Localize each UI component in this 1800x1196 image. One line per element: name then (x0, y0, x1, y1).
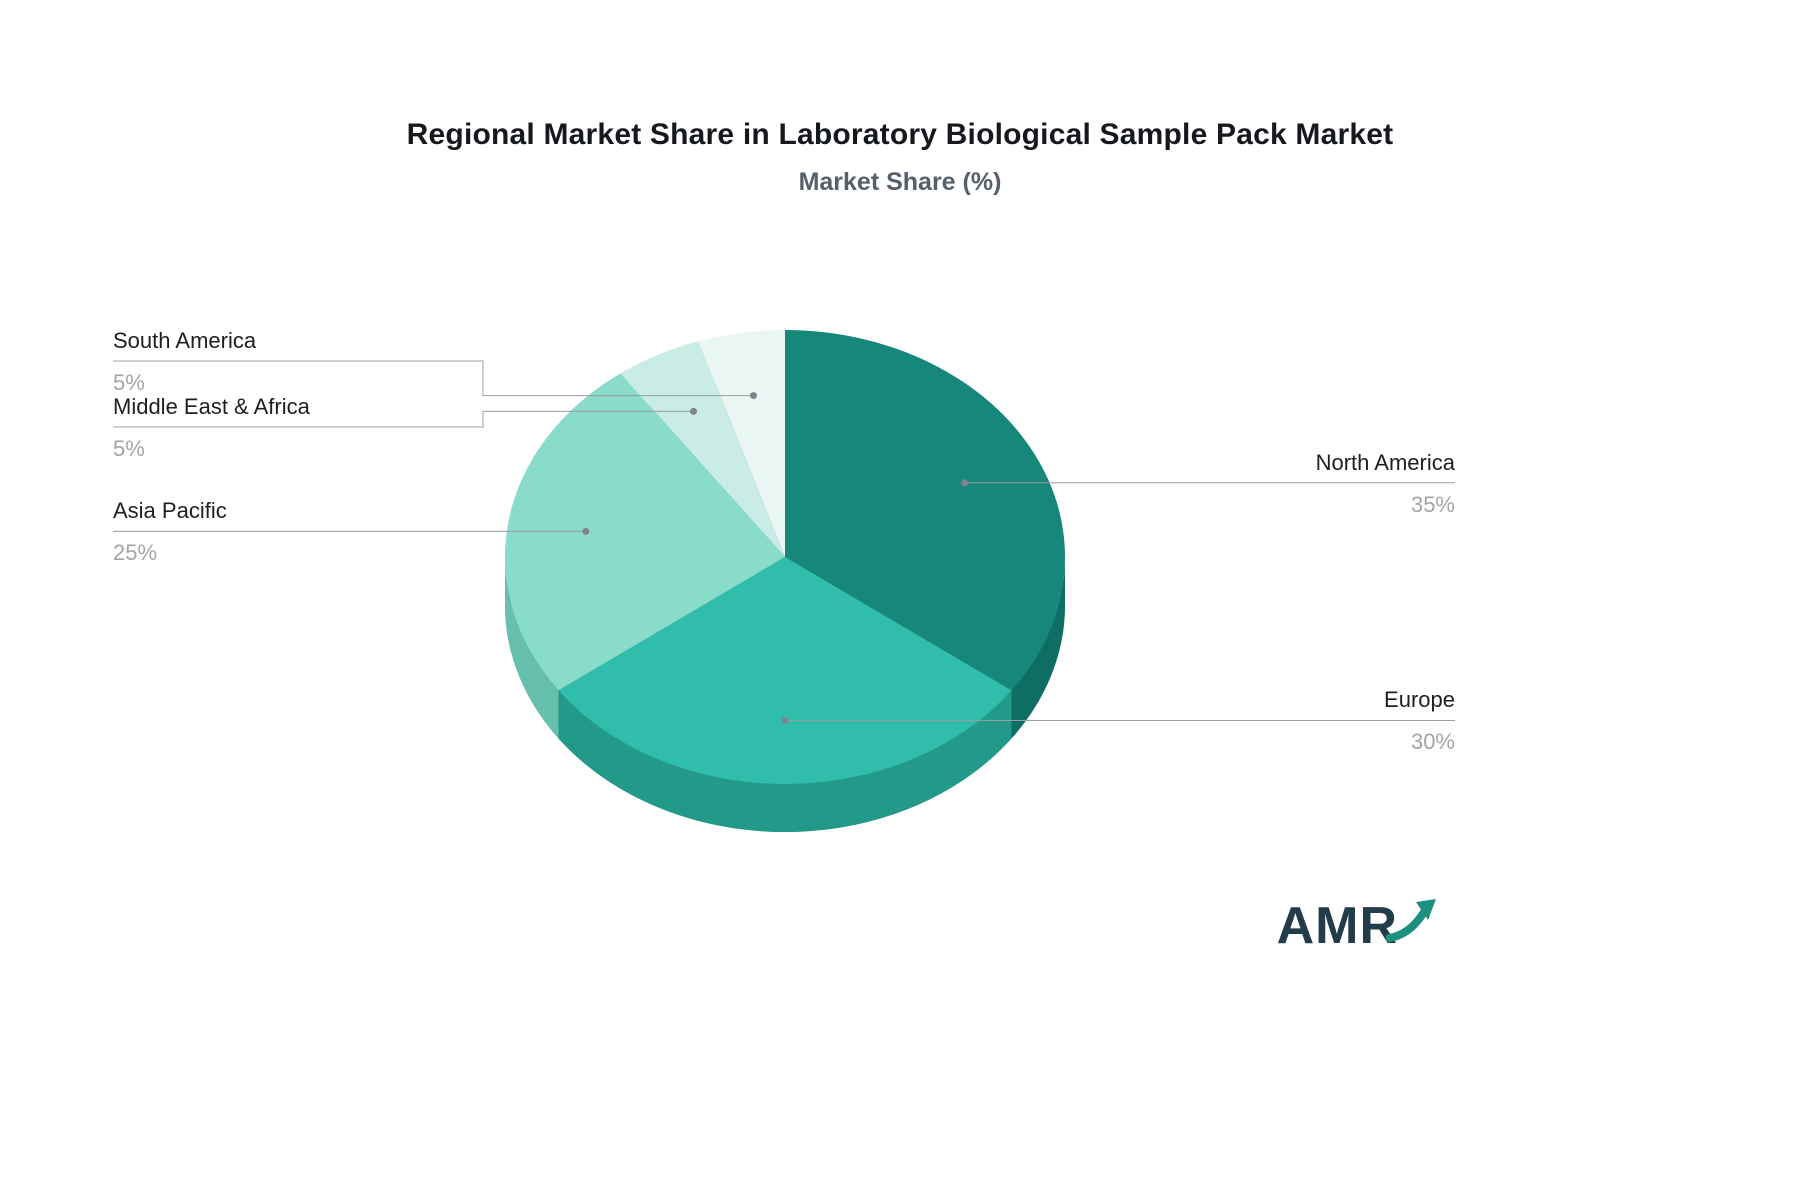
pie-slice-side-asia-pacific (505, 557, 559, 739)
pie-slice-south-america[interactable] (698, 330, 785, 557)
connector-south-america (113, 360, 754, 397)
brand-logo-arrow-icon (1386, 899, 1436, 942)
pie-slice-asia-pacific[interactable] (505, 373, 785, 691)
connector-middle-east-africa (113, 410, 694, 428)
chart-subtitle: Market Share (%) (798, 168, 1002, 196)
brand-logo-text: AMR (1276, 897, 1398, 955)
brand-logo: AMR (1277, 896, 1438, 956)
pie-slice-europe[interactable] (558, 557, 1012, 785)
pie-slice-side-europe (558, 690, 1012, 832)
connector-dot-europe (781, 716, 789, 724)
pie-slice-side-north-america (1011, 557, 1065, 739)
connector-dot-south-america (749, 392, 757, 400)
connector-dot-middle-east-africa (689, 407, 697, 415)
connector-dot-north-america (961, 479, 969, 487)
pie-slice-north-america[interactable] (785, 330, 1065, 691)
chart-title: Regional Market Share in Laboratory Biol… (406, 118, 1394, 151)
connector-dot-asia-pacific (582, 527, 590, 535)
